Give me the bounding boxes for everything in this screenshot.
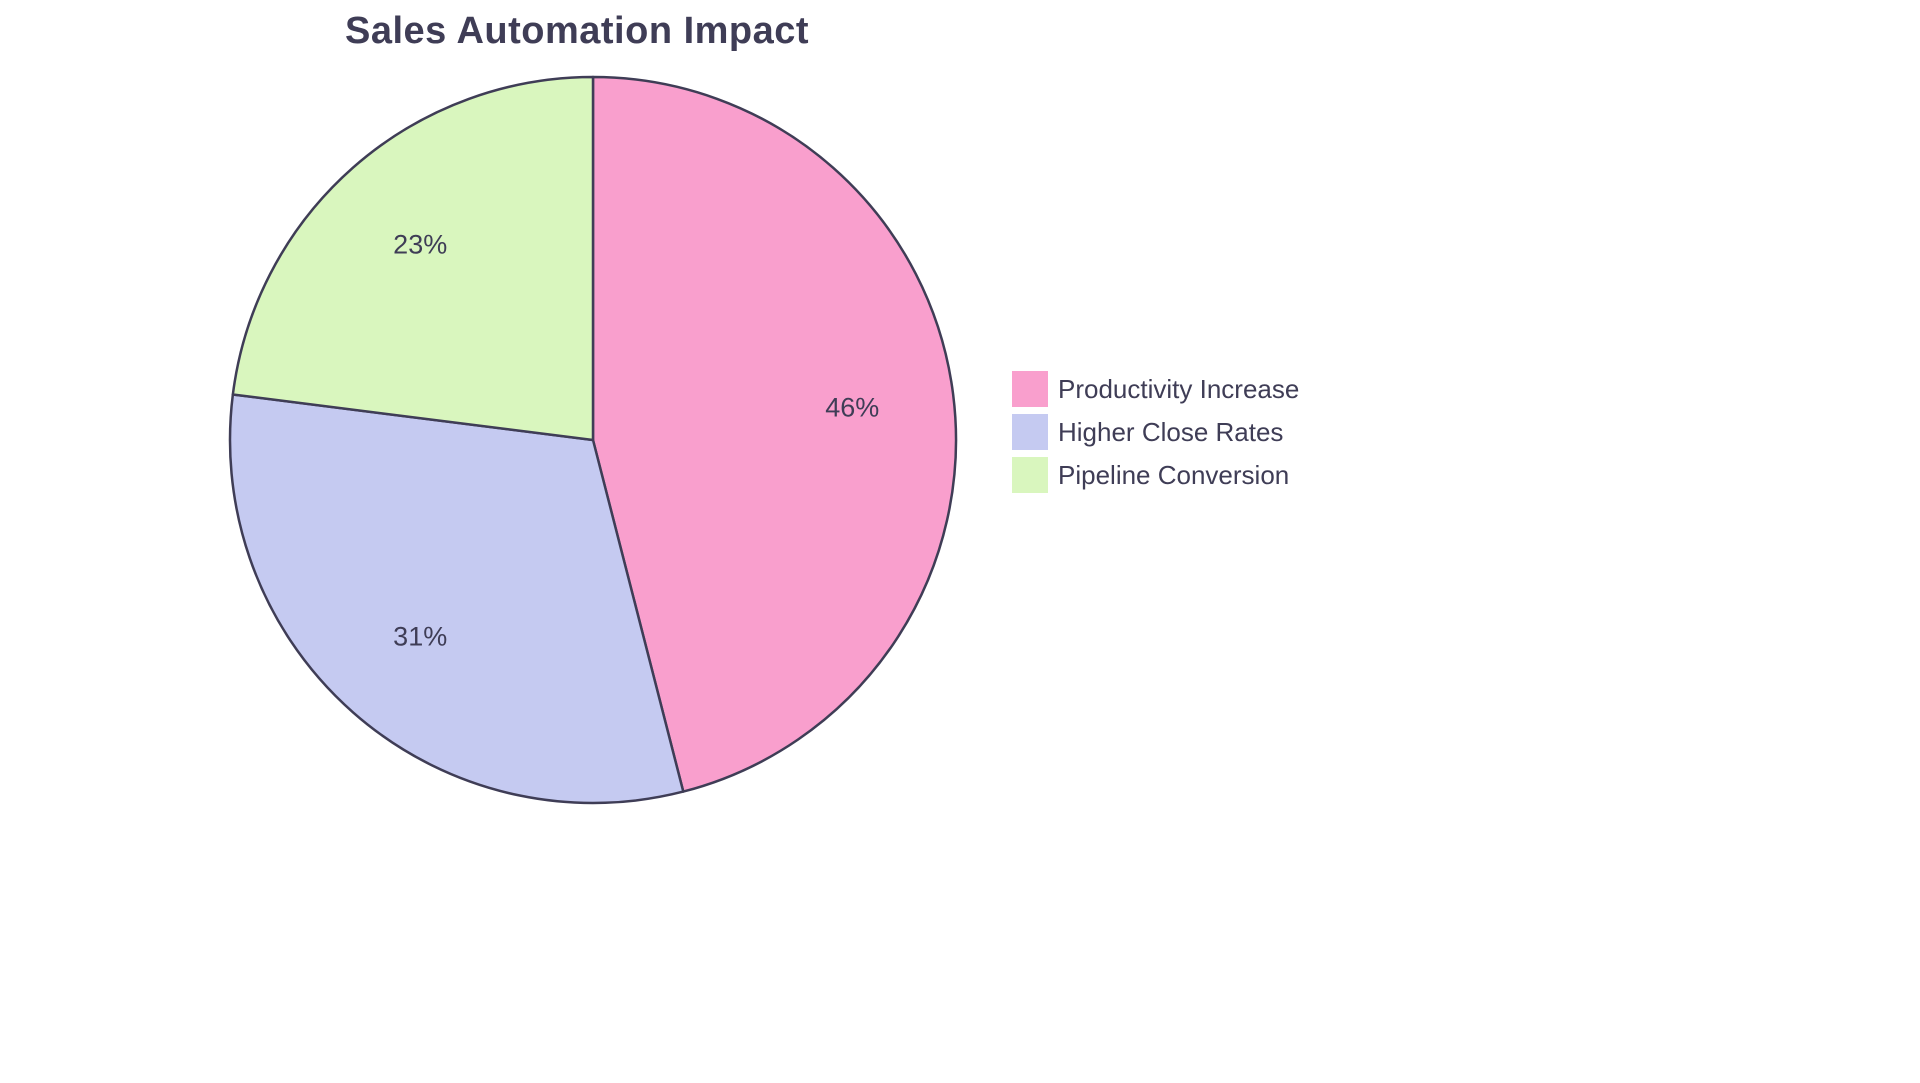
pie-slice-1 bbox=[228, 393, 685, 805]
pie-slice-percent-label: 31% bbox=[393, 621, 447, 651]
legend: Productivity Increase Higher Close Rates P… bbox=[1012, 371, 1299, 493]
legend-swatch bbox=[1012, 414, 1048, 450]
legend-item-2: Pipeline Conversion bbox=[1012, 457, 1299, 493]
legend-swatch bbox=[1012, 371, 1048, 407]
pie-slice-0 bbox=[591, 75, 958, 793]
pie-slice-2 bbox=[231, 75, 595, 442]
legend-label: Pipeline Conversion bbox=[1058, 459, 1290, 490]
chart-title: Sales Automation Impact bbox=[345, 10, 810, 52]
legend-label: Productivity Increase bbox=[1058, 373, 1300, 404]
legend-item-0: Productivity Increase bbox=[1012, 371, 1299, 407]
legend-swatch bbox=[1012, 457, 1048, 493]
pie-slice-percent-label: 23% bbox=[393, 229, 447, 259]
legend-label: Higher Close Rates bbox=[1058, 416, 1284, 447]
pie-slice-percent-label: 46% bbox=[825, 393, 879, 423]
legend-item-1: Higher Close Rates bbox=[1012, 414, 1299, 450]
